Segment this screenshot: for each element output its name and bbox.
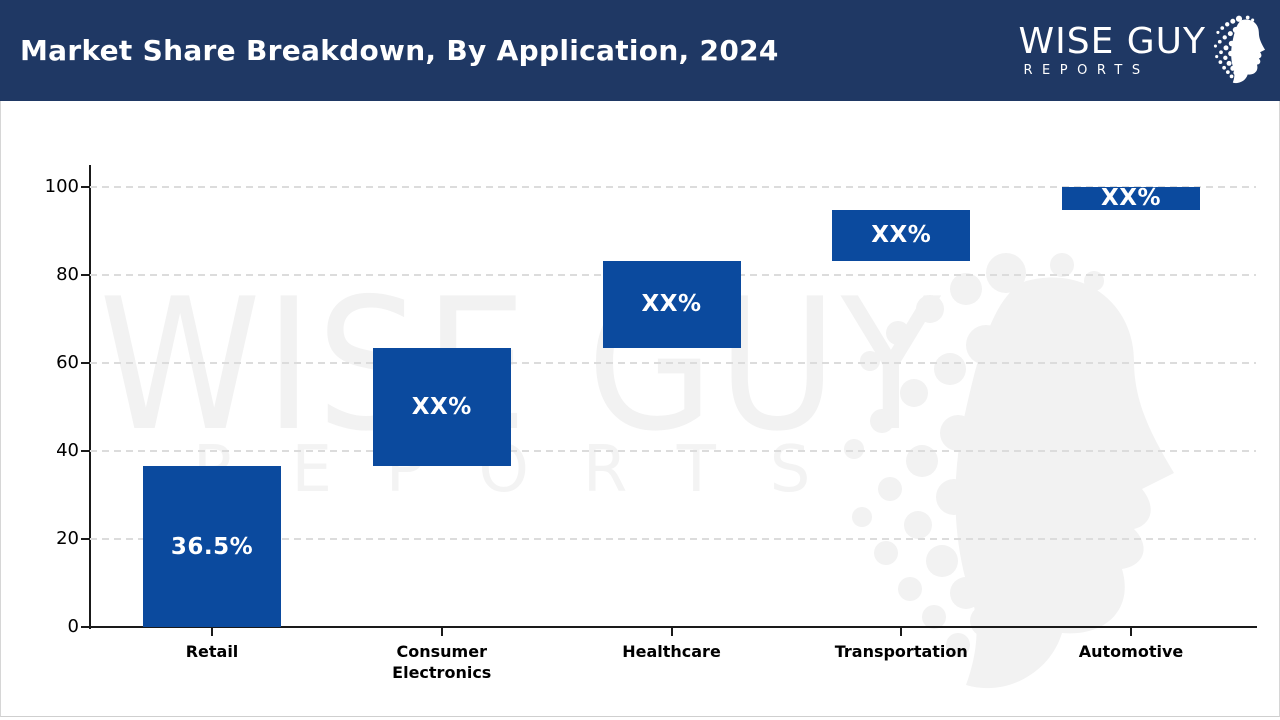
logo-subtext: REPORTS: [1023, 62, 1150, 78]
bar: XX%: [832, 209, 971, 261]
logo-text: WISE GUY REPORTS: [1018, 20, 1207, 78]
chart-canvas: WISE GUY REPORTS 0 20 40 60 80 100 36.5% XX% XX…: [0, 101, 1280, 717]
bar-value-label: 36.5%: [170, 533, 254, 560]
gridline: [90, 450, 1256, 452]
logo-face-icon: [1208, 13, 1270, 89]
x-axis: [88, 626, 1257, 628]
y-tick-label: 100: [44, 176, 79, 197]
gridline: [90, 538, 1256, 540]
x-tick-mark: [211, 628, 213, 636]
logo-wordmark: WISE GUY: [1018, 20, 1206, 62]
y-tick-label: 20: [56, 528, 79, 549]
y-tick-mark: [81, 186, 89, 188]
y-tick-mark: [81, 274, 89, 276]
y-tick-mark: [81, 626, 89, 628]
x-tick-mark: [670, 628, 673, 636]
x-category-label: Consumer Electronics: [392, 642, 492, 682]
x-tick-mark: [440, 628, 443, 636]
y-tick-mark: [81, 450, 89, 452]
header-bar: Market Share Breakdown, By Application, …: [0, 0, 1280, 101]
x-tick-mark: [900, 628, 903, 636]
x-category-label: Transportation: [834, 642, 968, 661]
bar: 36.5%: [143, 466, 281, 627]
y-tick-mark: [81, 362, 89, 364]
gridline: [90, 362, 1256, 364]
y-tick-mark: [81, 538, 89, 540]
bar-value-label: XX%: [871, 222, 932, 249]
bar-value-label: XX%: [411, 393, 472, 420]
bar: XX%: [372, 347, 511, 467]
gridline: [90, 186, 1256, 188]
y-axis: [89, 165, 91, 629]
y-tick-label: 80: [56, 264, 79, 285]
bar-value-label: XX%: [641, 291, 702, 318]
y-tick-label: 40: [56, 440, 79, 461]
x-category-label: Healthcare: [622, 642, 721, 661]
bar-value-label: XX%: [1100, 185, 1161, 212]
x-category-label: Automotive: [1078, 642, 1184, 661]
logo: WISE GUY REPORTS: [1019, 13, 1271, 89]
bar: XX%: [1062, 185, 1200, 212]
x-tick-mark: [1130, 628, 1132, 636]
x-category-label: Retail: [185, 642, 239, 661]
plot-area: 0 20 40 60 80 100 36.5% XX% XX% XX% XX% Retail Con…: [1, 101, 1279, 716]
y-tick-label: 60: [56, 352, 79, 373]
y-tick-label: 0: [67, 616, 79, 637]
bar: XX%: [602, 260, 741, 348]
chart-title: Market Share Breakdown, By Application, …: [20, 34, 779, 67]
